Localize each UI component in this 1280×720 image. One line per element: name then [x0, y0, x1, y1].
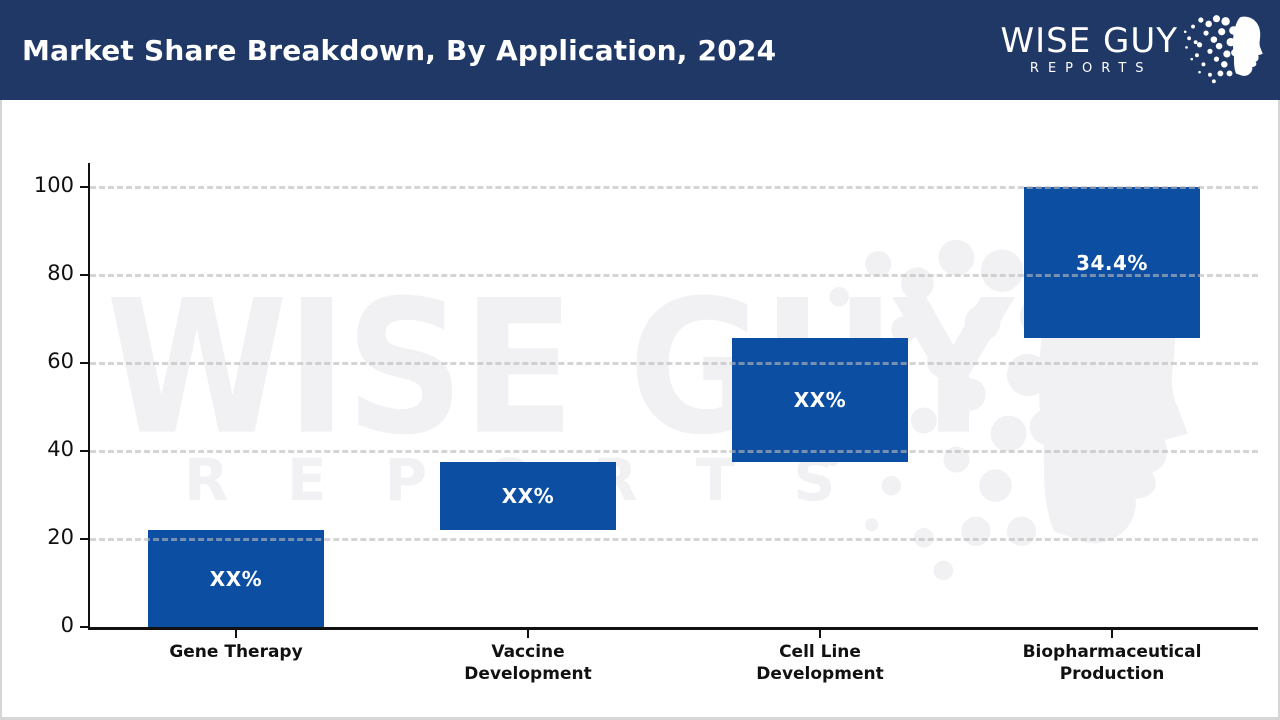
gridline-20	[90, 538, 1258, 541]
y-tick-100	[80, 186, 88, 188]
y-tick-0	[80, 626, 88, 628]
x-tick-3	[819, 630, 821, 638]
gridline-100	[90, 186, 1258, 189]
y-axis	[88, 163, 90, 629]
gridline-80	[90, 274, 1258, 277]
y-tick-label-100: 100	[33, 173, 74, 197]
gridline-60	[90, 362, 1258, 365]
bar-2: XX%	[440, 462, 616, 531]
chart-canvas: WISE GUY R E P O R T S XX%XX%XX%34.4%020…	[0, 100, 1280, 720]
wiseguy-face-icon	[1183, 15, 1263, 84]
y-tick-label-60: 60	[47, 349, 74, 373]
x-category-label-3: Cell Line Development	[756, 642, 884, 685]
x-axis	[88, 627, 1258, 630]
wiseguy-logo: WISE GUY REPORTS	[1000, 8, 1280, 92]
y-tick-label-20: 20	[47, 525, 74, 549]
y-tick-60	[80, 362, 88, 364]
bar-4: 34.4%	[1024, 187, 1200, 339]
y-tick-label-0: 0	[60, 613, 74, 637]
x-category-label-2: Vaccine Development	[464, 642, 592, 685]
y-tick-label-40: 40	[47, 437, 74, 461]
logo-brand-text: WISE GUY	[1000, 21, 1178, 61]
x-tick-2	[527, 630, 529, 638]
page-title: Market Share Breakdown, By Application, …	[22, 33, 777, 67]
bar-value-label: XX%	[793, 388, 847, 413]
y-tick-80	[80, 274, 88, 276]
y-tick-40	[80, 450, 88, 452]
gridline-40	[90, 450, 1258, 453]
x-tick-1	[235, 630, 237, 638]
bar-1: XX%	[148, 530, 324, 627]
x-tick-4	[1111, 630, 1113, 638]
logo-sub-text: REPORTS	[1029, 61, 1153, 76]
y-tick-label-80: 80	[47, 261, 74, 285]
header-banner: Market Share Breakdown, By Application, …	[0, 0, 1280, 100]
bar-value-label: 34.4%	[1076, 250, 1148, 275]
bar-value-label: XX%	[501, 484, 555, 509]
y-tick-20	[80, 538, 88, 540]
bar-3: XX%	[732, 338, 908, 462]
bar-value-label: XX%	[209, 566, 263, 591]
logo-text: WISE GUY REPORTS	[1000, 24, 1178, 76]
x-category-label-4: Biopharmaceutical Production	[1022, 642, 1202, 685]
x-category-label-1: Gene Therapy	[169, 642, 303, 662]
